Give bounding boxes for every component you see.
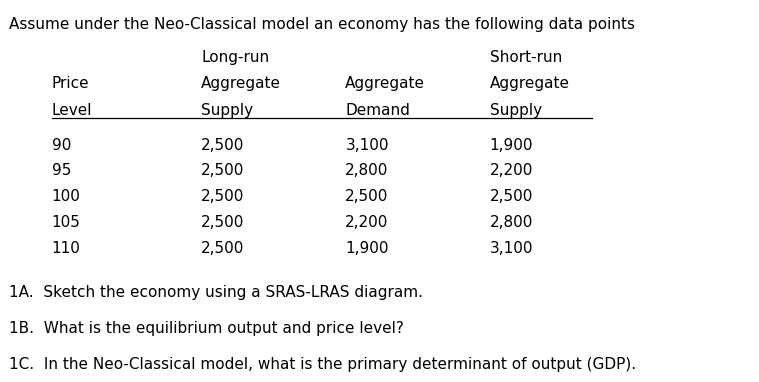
Text: 90: 90 <box>52 138 71 152</box>
Text: 2,200: 2,200 <box>490 163 533 178</box>
Text: 2,500: 2,500 <box>490 189 533 204</box>
Text: Long-run: Long-run <box>201 50 269 65</box>
Text: Aggregate: Aggregate <box>201 76 281 91</box>
Text: 2,200: 2,200 <box>345 215 389 230</box>
Text: 110: 110 <box>52 241 80 256</box>
Text: 1,900: 1,900 <box>490 138 533 152</box>
Text: 1C.  In the Neo-Classical model, what is the primary determinant of output (GDP): 1C. In the Neo-Classical model, what is … <box>9 357 636 372</box>
Text: 105: 105 <box>52 215 80 230</box>
Text: 1,900: 1,900 <box>345 241 389 256</box>
Text: 2,500: 2,500 <box>201 163 244 178</box>
Text: 2,500: 2,500 <box>345 189 389 204</box>
Text: 2,800: 2,800 <box>345 163 389 178</box>
Text: 2,800: 2,800 <box>490 215 533 230</box>
Text: Supply: Supply <box>490 103 542 118</box>
Text: Demand: Demand <box>345 103 410 118</box>
Text: 2,500: 2,500 <box>201 189 244 204</box>
Text: Short-run: Short-run <box>490 50 562 65</box>
Text: 1B.  What is the equilibrium output and price level?: 1B. What is the equilibrium output and p… <box>9 321 404 336</box>
Text: 100: 100 <box>52 189 80 204</box>
Text: 1A.  Sketch the economy using a SRAS-LRAS diagram.: 1A. Sketch the economy using a SRAS-LRAS… <box>9 285 423 299</box>
Text: 2,500: 2,500 <box>201 215 244 230</box>
Text: Aggregate: Aggregate <box>345 76 425 91</box>
Text: 2,500: 2,500 <box>201 241 244 256</box>
Text: Supply: Supply <box>201 103 254 118</box>
Text: Assume under the Neo-Classical model an economy has the following data points: Assume under the Neo-Classical model an … <box>9 17 635 32</box>
Text: Level: Level <box>52 103 92 118</box>
Text: 2,500: 2,500 <box>201 138 244 152</box>
Text: Price: Price <box>52 76 90 91</box>
Text: 95: 95 <box>52 163 71 178</box>
Text: Aggregate: Aggregate <box>490 76 569 91</box>
Text: 3,100: 3,100 <box>345 138 389 152</box>
Text: 3,100: 3,100 <box>490 241 533 256</box>
